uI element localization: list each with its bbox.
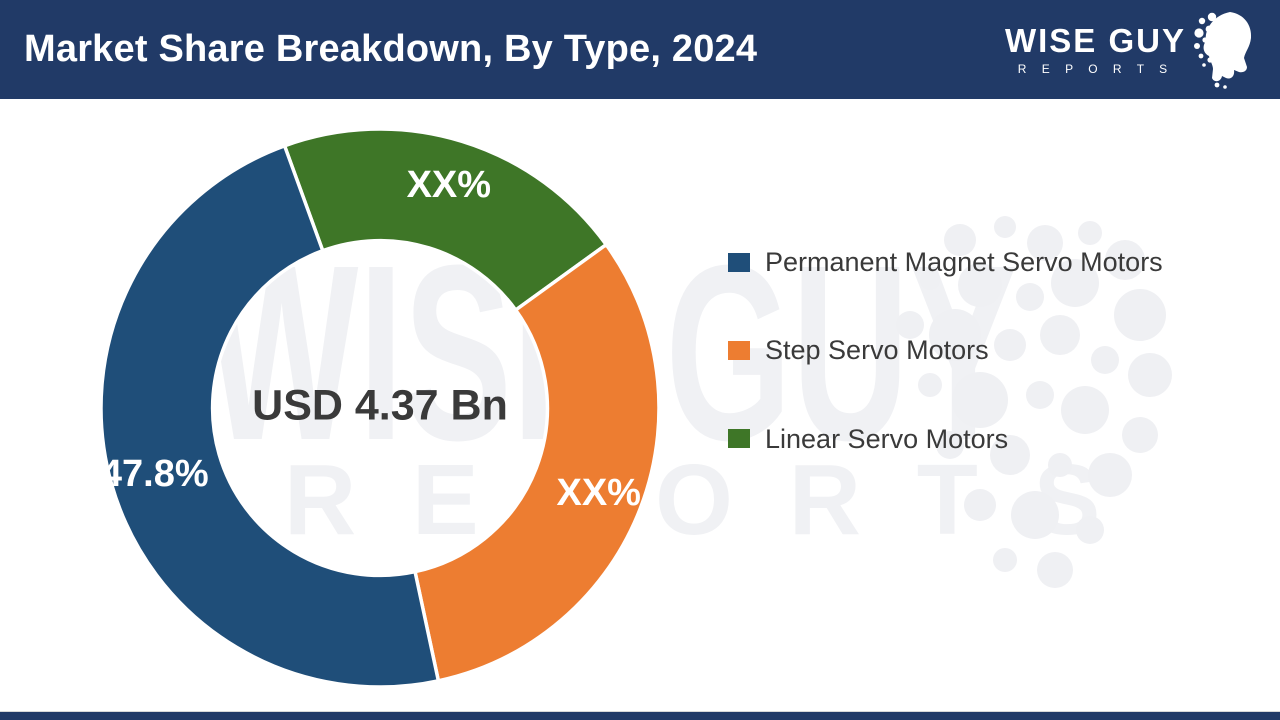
wise-guy-reports-logo: WISE GUY R E P O R T S: [1005, 9, 1254, 91]
donut-slice-linear-servo-motors: [282, 127, 608, 312]
donut-center-value: USD 4.37 Bn: [252, 381, 508, 430]
wiseguy-head-icon: [1194, 11, 1252, 89]
slice-percentage-label: XX%: [407, 164, 491, 206]
legend-item-step-servo-motors: Step Servo Motors: [728, 334, 1163, 366]
legend-item-linear-servo-motors: Linear Servo Motors: [728, 423, 1163, 455]
slice-percentage-label: 47.8%: [101, 453, 209, 495]
legend-label: Step Servo Motors: [765, 335, 989, 366]
logo-wordmark: WISE GUY: [1004, 21, 1186, 59]
legend-swatch-blue: [728, 252, 750, 272]
footer-divider: [0, 711, 1280, 712]
legend-swatch-green: [728, 429, 750, 449]
slice-percentage-label: XX%: [556, 472, 640, 514]
legend-item-permanent-magnet-servo-motors: Permanent Magnet Servo Motors: [728, 246, 1163, 278]
logo-text: WISE GUY R E P O R T S: [1005, 24, 1186, 76]
chart-legend: Permanent Magnet Servo Motors Step Servo…: [728, 246, 1163, 455]
footer-bar: [0, 712, 1280, 720]
legend-label: Linear Servo Motors: [765, 423, 1009, 454]
header-bar: Market Share Breakdown, By Type, 2024 WI…: [0, 0, 1280, 99]
donut-slice-step-servo-motors: [413, 242, 661, 683]
donut-chart: XX% XX% 47.8%: [99, 127, 661, 689]
legend-label: Permanent Magnet Servo Motors: [765, 247, 1163, 277]
legend-swatch-orange: [728, 341, 750, 361]
logo-subtitle: R E P O R T S: [1017, 61, 1174, 76]
donut-slice-permanent-magnet-servo-motors: [99, 144, 441, 689]
page-title: Market Share Breakdown, By Type, 2024: [24, 28, 758, 70]
